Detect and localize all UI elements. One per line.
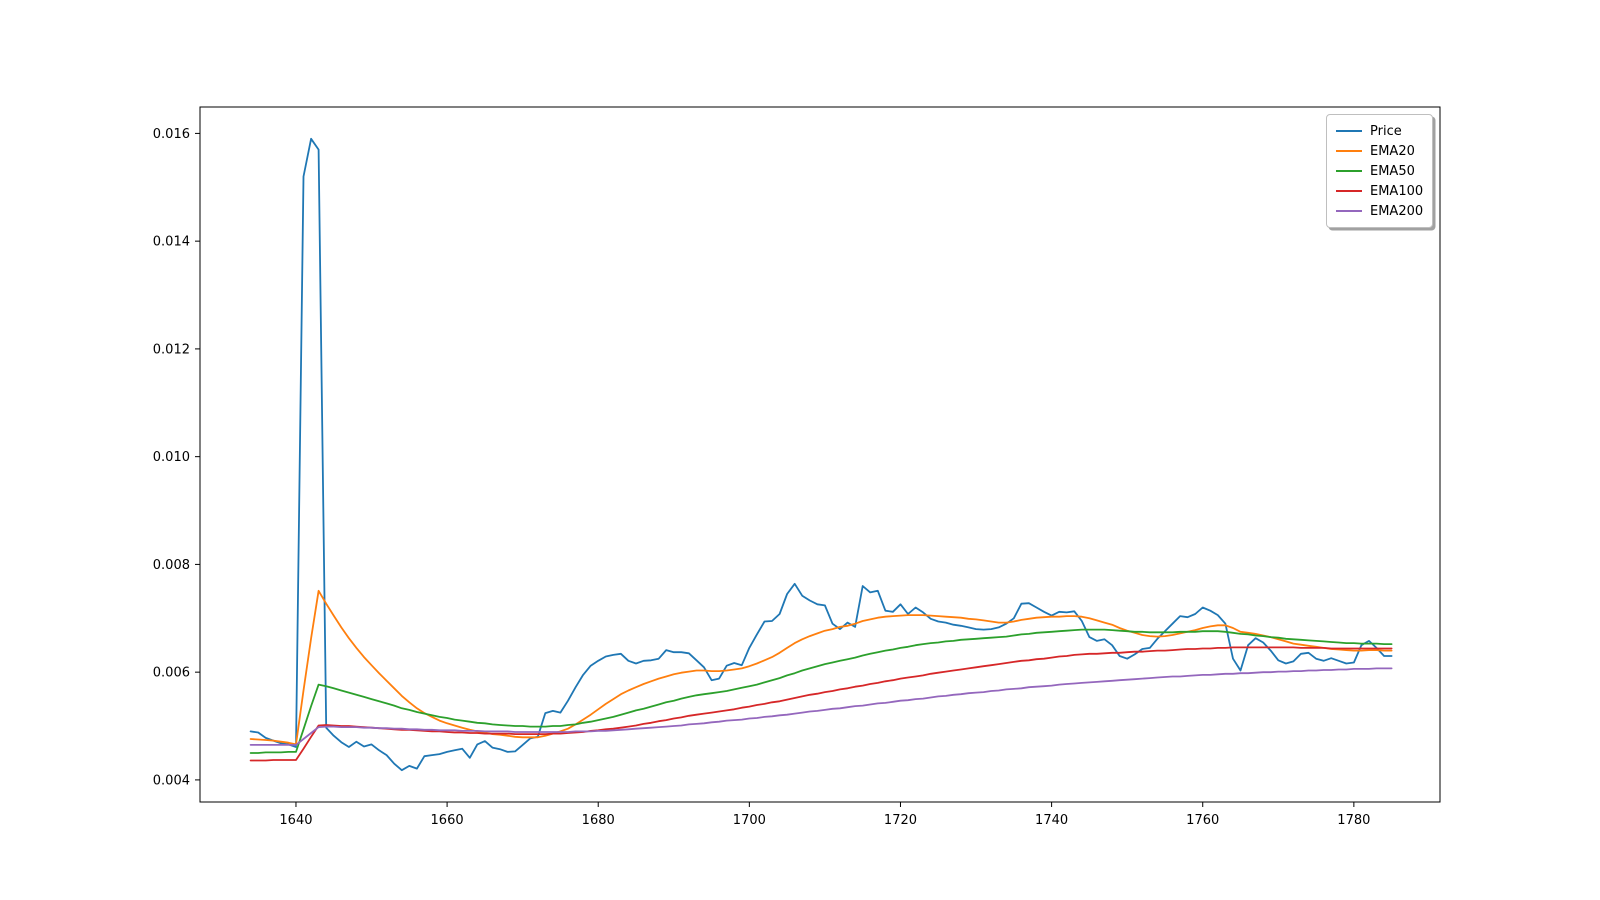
x-tick-label: 1660 [431,813,464,828]
plot-frame [199,106,1441,803]
y-tick-label: 0.016 [153,127,190,142]
legend-label: EMA100 [1370,183,1424,199]
legend-label: EMA50 [1370,163,1415,179]
legend-label: EMA200 [1370,203,1424,219]
series-line-ema100 [249,646,1393,762]
y-tick-label: 0.004 [153,773,190,788]
legend-line-swatch [1336,190,1362,192]
x-tick-label: 1640 [279,813,312,828]
legend-item-ema50: EMA50 [1336,161,1423,181]
series-line-ema50 [249,628,1393,754]
x-tick-label: 1740 [1035,813,1068,828]
y-tick-label: 0.006 [153,666,190,681]
legend-label: EMA20 [1370,143,1415,159]
legend-item-ema20: EMA20 [1336,141,1423,161]
series-line-ema200 [249,667,1393,746]
legend-item-price: Price [1336,121,1423,141]
series-line-ema20 [249,589,1393,746]
y-tick-label: 0.012 [153,342,190,357]
y-tick-label: 0.014 [153,235,190,250]
legend-line-swatch [1336,210,1362,212]
legend-item-ema200: EMA200 [1336,201,1423,221]
series-line-price [249,137,1393,772]
x-tick-label: 1780 [1337,813,1370,828]
legend: Price EMA20 EMA50 EMA100 EMA200 [1326,114,1434,228]
x-tick-label: 1680 [582,813,615,828]
y-tick-label: 0.010 [153,450,190,465]
x-tick-label: 1700 [733,813,766,828]
legend-label: Price [1370,123,1402,139]
legend-item-ema100: EMA100 [1336,181,1423,201]
x-tick-label: 1720 [884,813,917,828]
legend-line-swatch [1336,170,1362,172]
y-tick-label: 0.008 [153,558,190,573]
legend-line-swatch [1336,150,1362,152]
legend-line-swatch [1336,130,1362,132]
x-tick-label: 1760 [1186,813,1219,828]
